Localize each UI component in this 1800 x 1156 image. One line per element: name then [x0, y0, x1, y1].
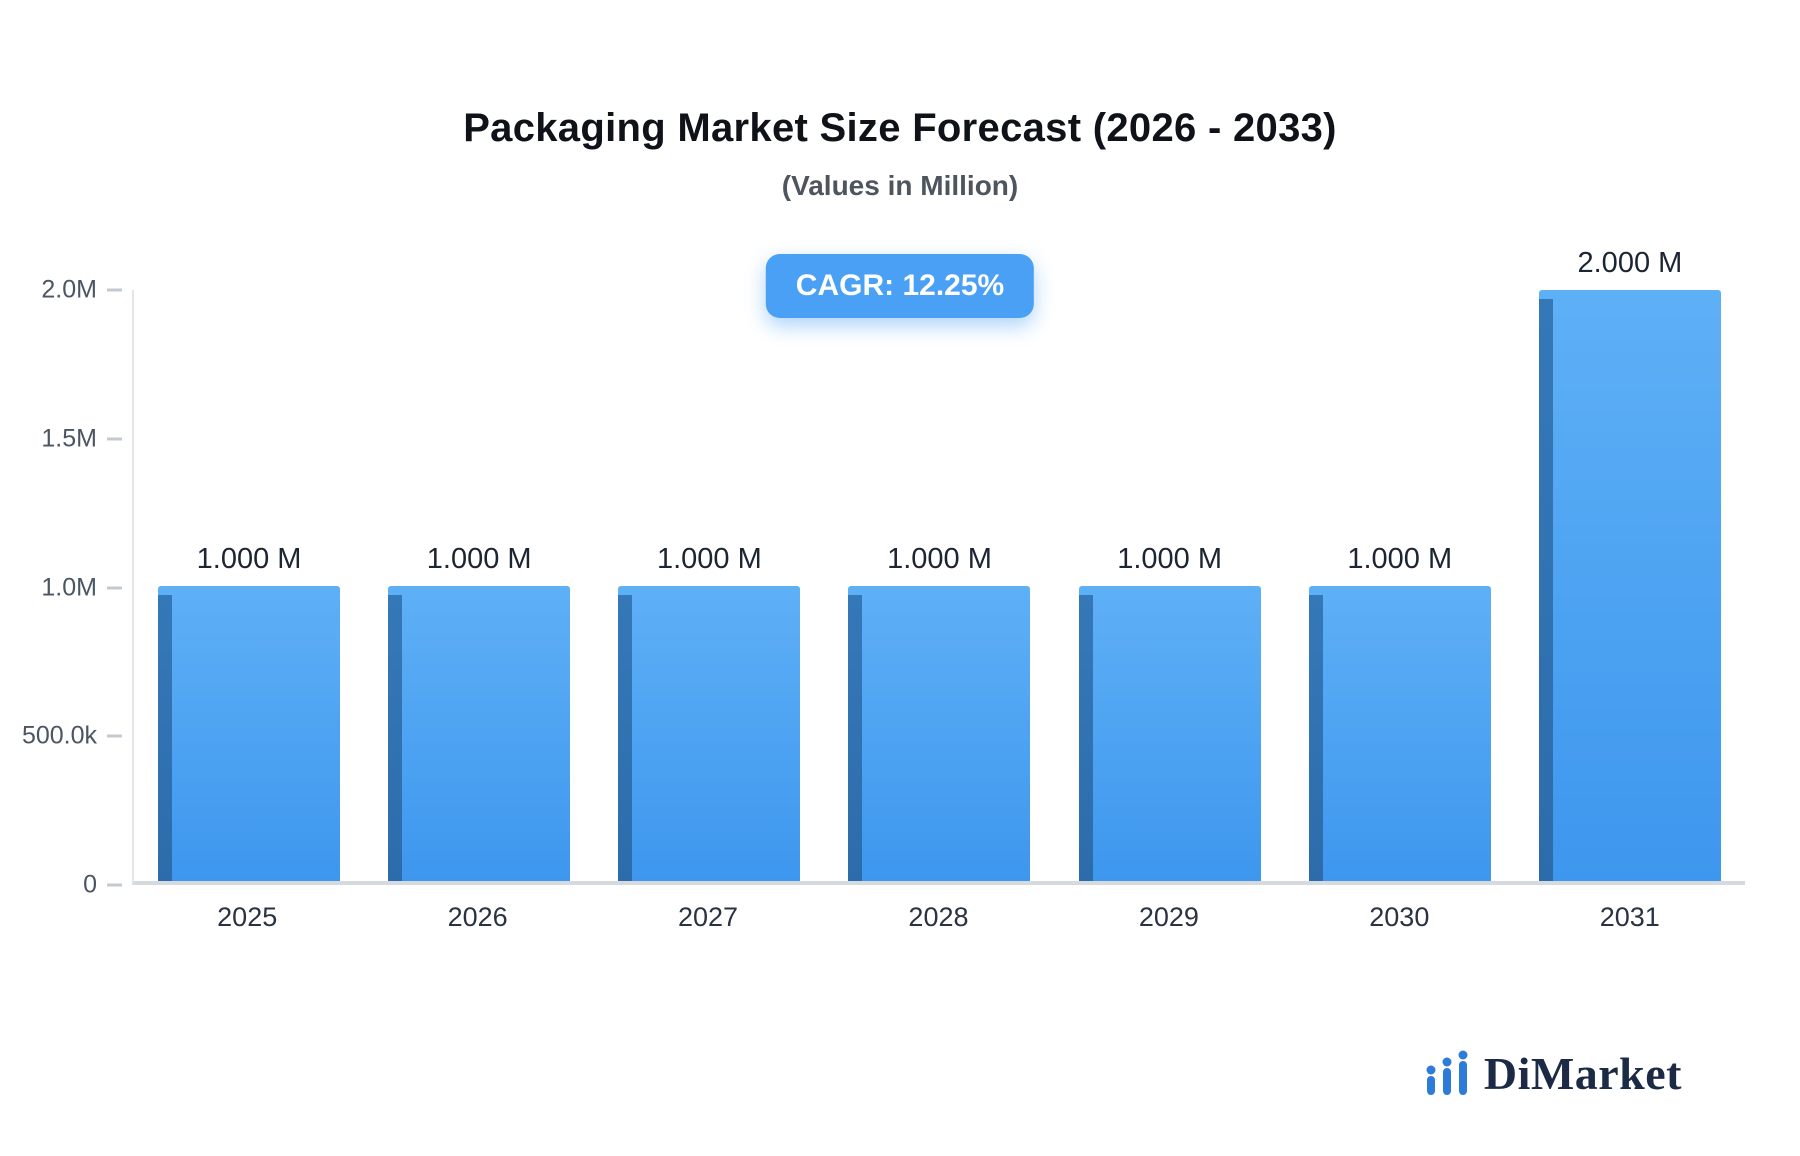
mini-bar-chart-icon [1426, 1050, 1468, 1095]
x-axis-label: 2030 [1369, 902, 1430, 932]
x-axis-label: 2025 [217, 902, 278, 932]
y-tick: 1.5M [41, 424, 122, 453]
y-tick-label: 2.0M [41, 275, 97, 304]
x-axis-label: 2029 [1138, 902, 1199, 932]
bar-2027[interactable] [618, 585, 801, 881]
y-tick-label: 500.0k [21, 721, 97, 750]
plot-area: 1.000 M 1.000 M 1.000 M 1.000 M 1.000 M 1.000… [132, 247, 1745, 885]
chart-subtitle: (Values in Million) [781, 170, 1019, 201]
bar-group: 1.000 M [824, 290, 1054, 881]
bar-value-label: 1.000 M [1347, 542, 1453, 575]
y-tick-mark [107, 734, 122, 738]
bar-value-label: 2.000 M [1577, 247, 1683, 279]
bar-group: 1.000 M [1055, 290, 1285, 881]
bar-2026[interactable] [388, 585, 571, 881]
bars: 1.000 M 1.000 M 1.000 M 1.000 M 1.000 M 1.000… [134, 247, 1745, 881]
brand-logo: DiMarket [1422, 1047, 1682, 1100]
bar-value-label: 1.000 M [426, 542, 532, 575]
y-tick-mark [107, 883, 122, 887]
y-tick-mark [107, 586, 122, 589]
y-tick-mark [107, 288, 122, 292]
y-tick: 500.0k [22, 722, 122, 751]
y-tick-mark [107, 437, 122, 441]
brand-logo-text: DiMarket [1483, 1048, 1682, 1099]
y-tick-label: 1.5M [41, 424, 97, 453]
y-tick: 2.0M [41, 276, 122, 305]
bar-value-label: 1.000 M [1117, 542, 1223, 575]
bar-group: 1.000 M [134, 290, 364, 881]
bar-2030[interactable] [1308, 585, 1491, 881]
x-axis: 2025 2026 2027 2028 2029 2030 2031 [132, 902, 1745, 933]
bar-2031[interactable] [1538, 290, 1721, 881]
bar-group: 2.000 M [1515, 247, 1745, 881]
bar-2025[interactable] [158, 585, 341, 881]
x-axis-label: 2028 [908, 902, 969, 932]
bar-group: 1.000 M [1285, 290, 1515, 881]
bar-value-label: 1.000 M [887, 542, 992, 575]
y-tick-label: 1.0M [41, 573, 97, 601]
x-axis-label: 2031 [1599, 902, 1660, 932]
bar-2029[interactable] [1078, 585, 1261, 881]
bar-value-label: 1.000 M [196, 542, 302, 575]
chart-title: Packaging Market Size Forecast (2026 - 2… [463, 106, 1337, 150]
cagr-badge: CAGR: 12.25% [765, 254, 1035, 318]
y-tick: 1.0M [41, 573, 122, 602]
bar-group: 1.000 M [594, 290, 824, 881]
y-tick-label: 0 [83, 870, 97, 899]
y-tick: 0 [83, 871, 122, 900]
x-axis-label: 2026 [447, 902, 508, 932]
bar-2028[interactable] [848, 585, 1031, 881]
bar-value-label: 1.000 M [656, 542, 762, 575]
bar-group: 1.000 M [364, 290, 594, 881]
x-axis-label: 2027 [678, 902, 739, 932]
y-axis: 2.0M 1.5M 1.0M 500.0k 0 [0, 276, 122, 899]
